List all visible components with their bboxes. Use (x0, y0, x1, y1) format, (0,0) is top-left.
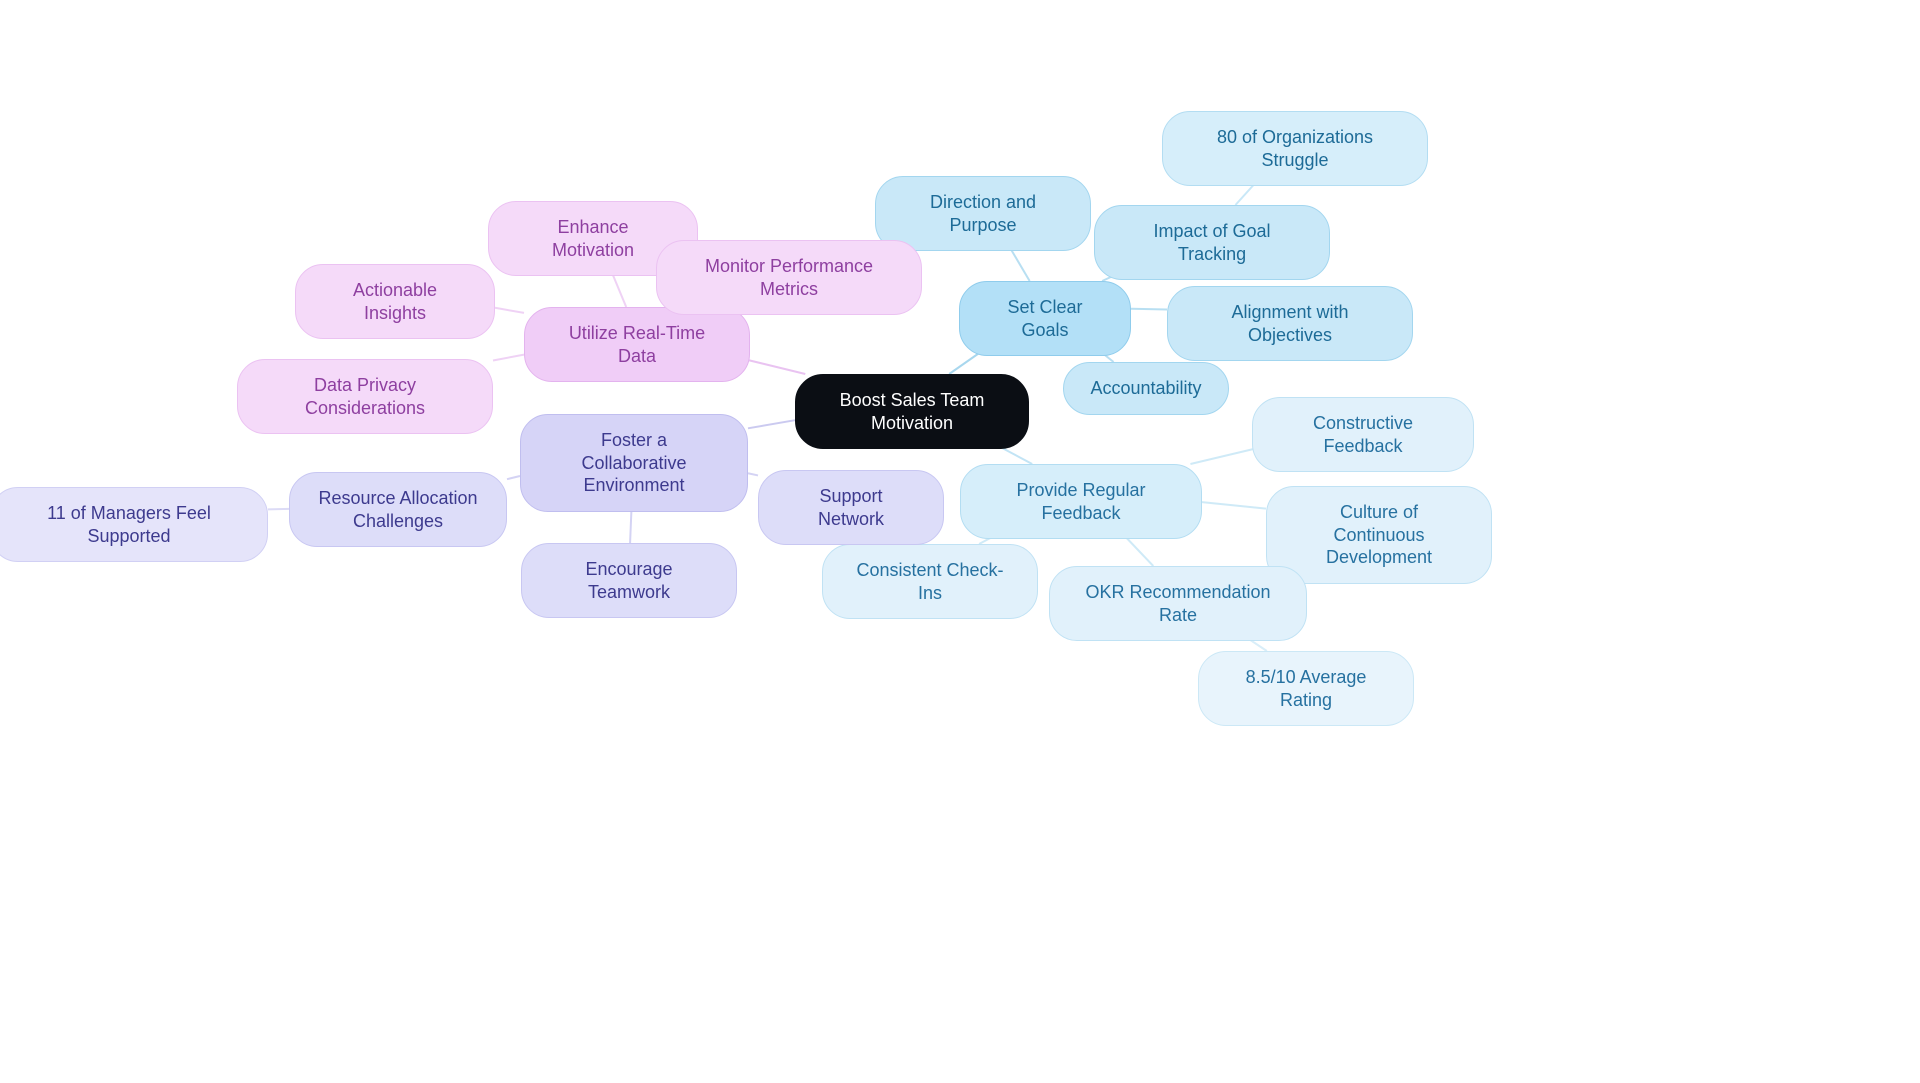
edge-center-to-utilize-data (744, 359, 806, 374)
node-set-clear-goals: Set Clear Goals (959, 281, 1131, 356)
edge-resource-challenges-to-managers-supported (268, 509, 289, 510)
node-alignment-objectives: Alignment with Objectives (1167, 286, 1413, 361)
node-managers-supported: 11 of Managers Feel Supported (0, 487, 268, 562)
node-resource-challenges: Resource Allocation Challenges (289, 472, 507, 547)
node-provide-feedback: Provide Regular Feedback (960, 464, 1202, 539)
edge-foster-collab-to-support-network (748, 473, 758, 475)
node-monitor-metrics: Monitor Performance Metrics (656, 240, 922, 315)
node-support-network: Support Network (758, 470, 944, 545)
edge-provide-feedback-to-constructive-feedback (1190, 449, 1253, 464)
node-utilize-data: Utilize Real-Time Data (524, 307, 750, 382)
node-org-struggle: 80 of Organizations Struggle (1162, 111, 1428, 186)
node-okr-rate: OKR Recommendation Rate (1049, 566, 1307, 641)
node-accountability: Accountability (1063, 362, 1229, 415)
node-center: Boost Sales Team Motivation (795, 374, 1029, 449)
node-avg-rating: 8.5/10 Average Rating (1198, 651, 1414, 726)
edge-foster-collab-to-resource-challenges (507, 476, 520, 479)
node-impact-goal-tracking: Impact of Goal Tracking (1094, 205, 1330, 280)
node-constructive-feedback: Constructive Feedback (1252, 397, 1474, 472)
node-direction-purpose: Direction and Purpose (875, 176, 1091, 251)
edge-set-clear-goals-to-alignment-objectives (1131, 309, 1167, 310)
node-data-privacy: Data Privacy Considerations (237, 359, 493, 434)
node-consistent-checkins: Consistent Check-Ins (822, 544, 1038, 619)
node-encourage-teamwork: Encourage Teamwork (521, 543, 737, 618)
edge-utilize-data-to-data-privacy (493, 355, 524, 361)
mindmap-edges (0, 0, 1920, 1083)
edge-utilize-data-to-actionable-insights (495, 308, 524, 313)
node-actionable-insights: Actionable Insights (295, 264, 495, 339)
edge-center-to-foster-collab (748, 420, 795, 428)
node-foster-collab: Foster a Collaborative Environment (520, 414, 748, 512)
node-culture-continuous: Culture of Continuous Development (1266, 486, 1492, 584)
edge-provide-feedback-to-culture-continuous (1202, 502, 1266, 508)
